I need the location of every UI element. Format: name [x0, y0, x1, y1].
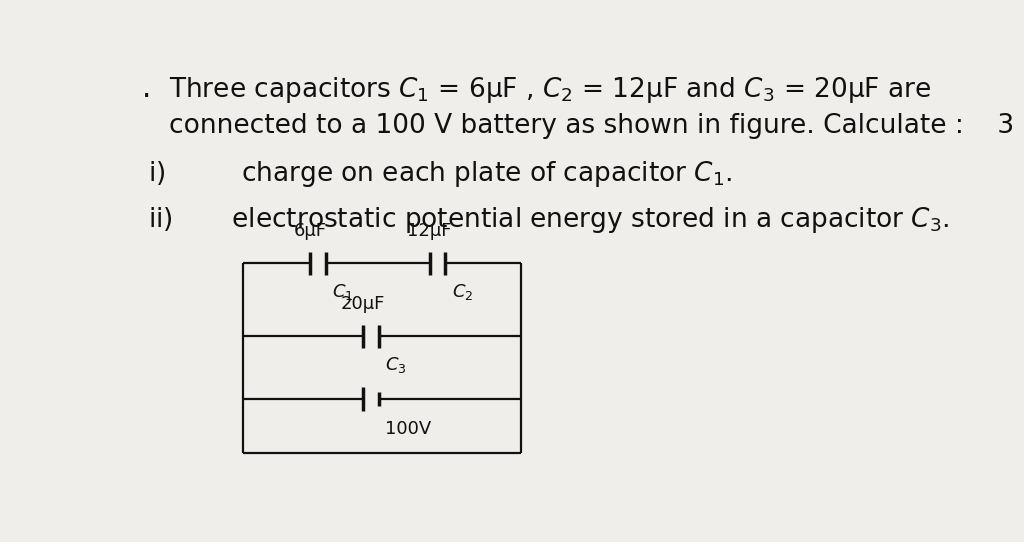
Text: $C_3$: $C_3$: [385, 355, 407, 375]
Text: connected to a 100 V battery as shown in figure. Calculate :    3: connected to a 100 V battery as shown in…: [169, 113, 1015, 139]
Text: Three capacitors $C_1$ = 6μF , $C_2$ = 12μF and $C_3$ = 20μF are: Three capacitors $C_1$ = 6μF , $C_2$ = 1…: [169, 75, 932, 106]
Text: .: .: [142, 75, 152, 104]
Text: 6μF: 6μF: [294, 222, 327, 240]
Text: ii)       electrostatic potential energy stored in a capacitor $C_3$.: ii) electrostatic potential energy store…: [147, 205, 949, 235]
Text: 20μF: 20μF: [341, 295, 385, 313]
Text: 12μF: 12μF: [408, 222, 452, 240]
Text: i)         charge on each plate of capacitor $C_1$.: i) charge on each plate of capacitor $C_…: [147, 159, 732, 189]
Text: 100V: 100V: [385, 420, 431, 438]
Text: $C_1$: $C_1$: [333, 282, 354, 302]
Text: $C_2$: $C_2$: [452, 282, 473, 302]
